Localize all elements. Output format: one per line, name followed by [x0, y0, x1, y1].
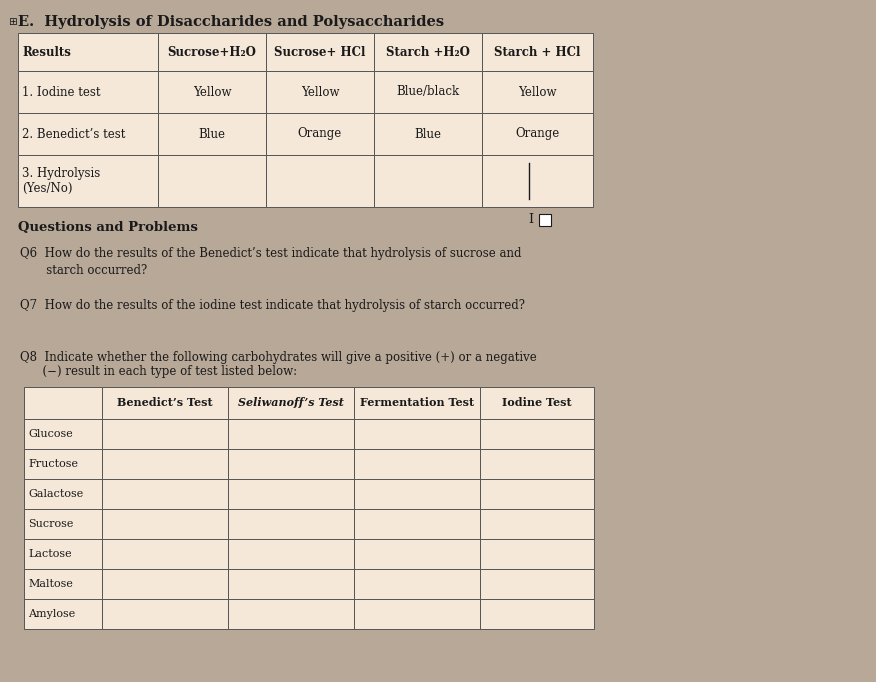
Bar: [18, 155, 158, 207]
Bar: [266, 113, 374, 155]
Bar: [228, 419, 354, 449]
Text: E.  Hydrolysis of Disaccharides and Polysaccharides: E. Hydrolysis of Disaccharides and Polys…: [18, 15, 444, 29]
Text: Q7  How do the results of the iodine test indicate that hydrolysis of starch occ: Q7 How do the results of the iodine test…: [20, 299, 525, 312]
Bar: [374, 155, 482, 207]
Bar: [158, 155, 266, 207]
Text: Yellow: Yellow: [300, 85, 339, 98]
Bar: [228, 509, 354, 539]
Text: Questions and Problems: Questions and Problems: [18, 221, 198, 234]
Text: Fructose: Fructose: [28, 459, 78, 469]
Bar: [480, 479, 594, 509]
Bar: [24, 479, 102, 509]
Bar: [102, 569, 228, 599]
Bar: [158, 113, 266, 155]
Bar: [482, 33, 593, 71]
Bar: [480, 419, 594, 449]
Bar: [102, 599, 228, 629]
Text: Orange: Orange: [298, 128, 343, 140]
Text: Iodine Test: Iodine Test: [502, 398, 572, 409]
Bar: [18, 33, 158, 71]
Text: 3. Hydrolysis
(Yes/No): 3. Hydrolysis (Yes/No): [22, 167, 100, 195]
Text: Sucrose: Sucrose: [28, 519, 74, 529]
Text: I: I: [528, 213, 533, 226]
Bar: [24, 419, 102, 449]
Text: Fermentation Test: Fermentation Test: [360, 398, 474, 409]
Bar: [480, 569, 594, 599]
Bar: [24, 539, 102, 569]
Bar: [24, 449, 102, 479]
Text: 2. Benedict’s test: 2. Benedict’s test: [22, 128, 125, 140]
Text: Sucrose+ HCl: Sucrose+ HCl: [274, 46, 365, 59]
Bar: [228, 387, 354, 419]
Bar: [482, 155, 593, 207]
Bar: [354, 387, 480, 419]
Text: Benedict’s Test: Benedict’s Test: [117, 398, 213, 409]
Text: Starch +H₂O: Starch +H₂O: [386, 46, 470, 59]
Text: ⊞: ⊞: [8, 17, 17, 27]
Bar: [266, 33, 374, 71]
Bar: [354, 599, 480, 629]
Bar: [24, 599, 102, 629]
Text: Q6  How do the results of the Benedict’s test indicate that hydrolysis of sucros: Q6 How do the results of the Benedict’s …: [20, 247, 521, 277]
Text: Blue: Blue: [414, 128, 442, 140]
Bar: [102, 449, 228, 479]
Bar: [102, 387, 228, 419]
Text: Lactose: Lactose: [28, 549, 72, 559]
Text: Seliwanoff’s Test: Seliwanoff’s Test: [238, 398, 344, 409]
Text: Amylose: Amylose: [28, 609, 75, 619]
Bar: [158, 71, 266, 113]
Text: Sucrose+H₂O: Sucrose+H₂O: [167, 46, 257, 59]
Bar: [24, 509, 102, 539]
Bar: [374, 71, 482, 113]
Bar: [102, 419, 228, 449]
Bar: [482, 71, 593, 113]
Text: 1. Iodine test: 1. Iodine test: [22, 85, 101, 98]
Bar: [102, 479, 228, 509]
Bar: [354, 569, 480, 599]
Bar: [18, 71, 158, 113]
Bar: [374, 113, 482, 155]
Bar: [482, 113, 593, 155]
Bar: [24, 569, 102, 599]
Bar: [354, 539, 480, 569]
Bar: [354, 449, 480, 479]
Bar: [374, 33, 482, 71]
Bar: [354, 509, 480, 539]
Text: Blue/black: Blue/black: [397, 85, 460, 98]
Bar: [228, 539, 354, 569]
Text: (−) result in each type of test listed below:: (−) result in each type of test listed b…: [20, 365, 297, 378]
Text: Blue: Blue: [199, 128, 225, 140]
Bar: [18, 113, 158, 155]
Text: Maltose: Maltose: [28, 579, 73, 589]
Bar: [102, 539, 228, 569]
Bar: [266, 155, 374, 207]
Text: Glucose: Glucose: [28, 429, 73, 439]
Bar: [24, 387, 102, 419]
Text: Yellow: Yellow: [193, 85, 231, 98]
Text: Orange: Orange: [515, 128, 560, 140]
Bar: [480, 599, 594, 629]
Bar: [354, 419, 480, 449]
Bar: [480, 387, 594, 419]
Bar: [228, 569, 354, 599]
Bar: [228, 479, 354, 509]
Bar: [228, 599, 354, 629]
Text: Galactose: Galactose: [28, 489, 83, 499]
Text: Starch + HCl: Starch + HCl: [494, 46, 581, 59]
Bar: [228, 449, 354, 479]
Bar: [480, 449, 594, 479]
Bar: [539, 214, 551, 226]
Text: Q8  Indicate whether the following carbohydrates will give a positive (+) or a n: Q8 Indicate whether the following carboh…: [20, 351, 537, 364]
Text: Results: Results: [22, 46, 71, 59]
Bar: [102, 509, 228, 539]
Bar: [266, 71, 374, 113]
Bar: [354, 479, 480, 509]
Bar: [480, 539, 594, 569]
Bar: [158, 33, 266, 71]
Text: Yellow: Yellow: [519, 85, 557, 98]
Bar: [480, 509, 594, 539]
